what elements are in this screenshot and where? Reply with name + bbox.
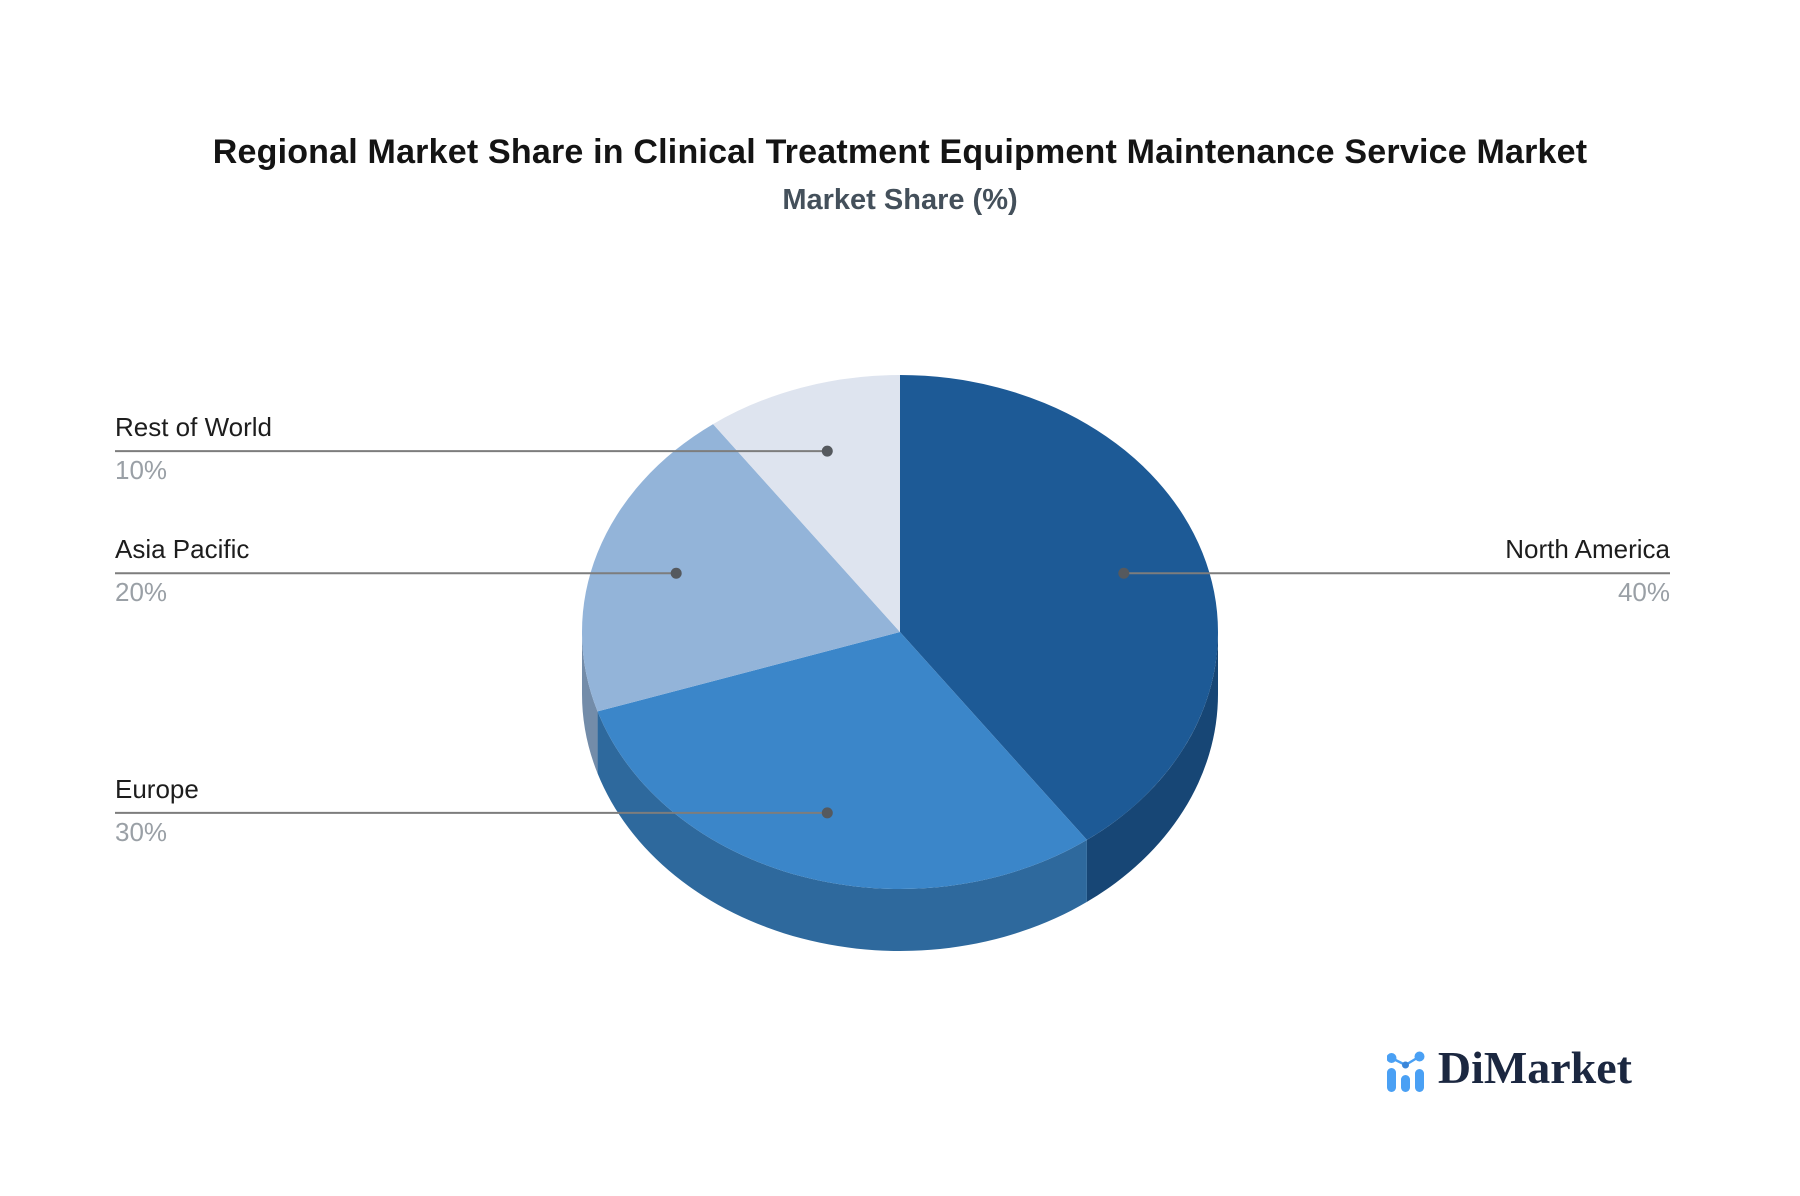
slice-name: Europe [115, 773, 199, 804]
slice-value: 20% [115, 577, 168, 608]
bar-line-chart-icon [1386, 1051, 1425, 1092]
bar-2 [1400, 1075, 1410, 1092]
marker-dot-3 [1414, 1051, 1425, 1062]
chart-title: Regional Market Share in Clinical Treatm… [212, 133, 1588, 171]
slice-value: 10% [115, 455, 168, 486]
slice-name: Rest of World [115, 412, 273, 443]
brand-logo-text: DiMarket [1437, 1042, 1632, 1093]
marker-dot-2 [1401, 1061, 1409, 1069]
pie-slice-europe[interactable] [597, 632, 1087, 889]
chart-subtitle: Market Share (%) [782, 184, 1018, 216]
marker-dot-1 [1386, 1053, 1397, 1063]
leader-dot [821, 445, 833, 457]
slice-name: North America [1505, 534, 1670, 565]
pie-slice-side [1086, 632, 1218, 902]
slice-label-asia-pacific: Asia Pacific 20% [115, 532, 249, 605]
bar-3 [1414, 1069, 1424, 1092]
slice-label-europe: Europe 30% [115, 772, 199, 845]
slice-label-rest-of-world: Rest of World 10% [115, 410, 272, 483]
leader-dot [670, 567, 682, 579]
brand-logo: DiMarket [1386, 1038, 1632, 1094]
slice-name: Asia Pacific [115, 534, 250, 565]
slice-value: 40% [1617, 577, 1670, 608]
leader-dot [1118, 567, 1130, 579]
pie-slice-north-america[interactable] [900, 375, 1218, 840]
pie-slice-rest-of-world[interactable] [713, 375, 900, 632]
bar-1 [1386, 1068, 1396, 1092]
slice-label-north-america: North America 40% [1505, 532, 1670, 605]
leader-dot [821, 807, 833, 819]
slice-value: 30% [115, 816, 168, 847]
pie-slice-side [582, 632, 598, 774]
pie-slice-side [597, 711, 1087, 951]
pie-slice-asia-pacific[interactable] [582, 424, 900, 712]
